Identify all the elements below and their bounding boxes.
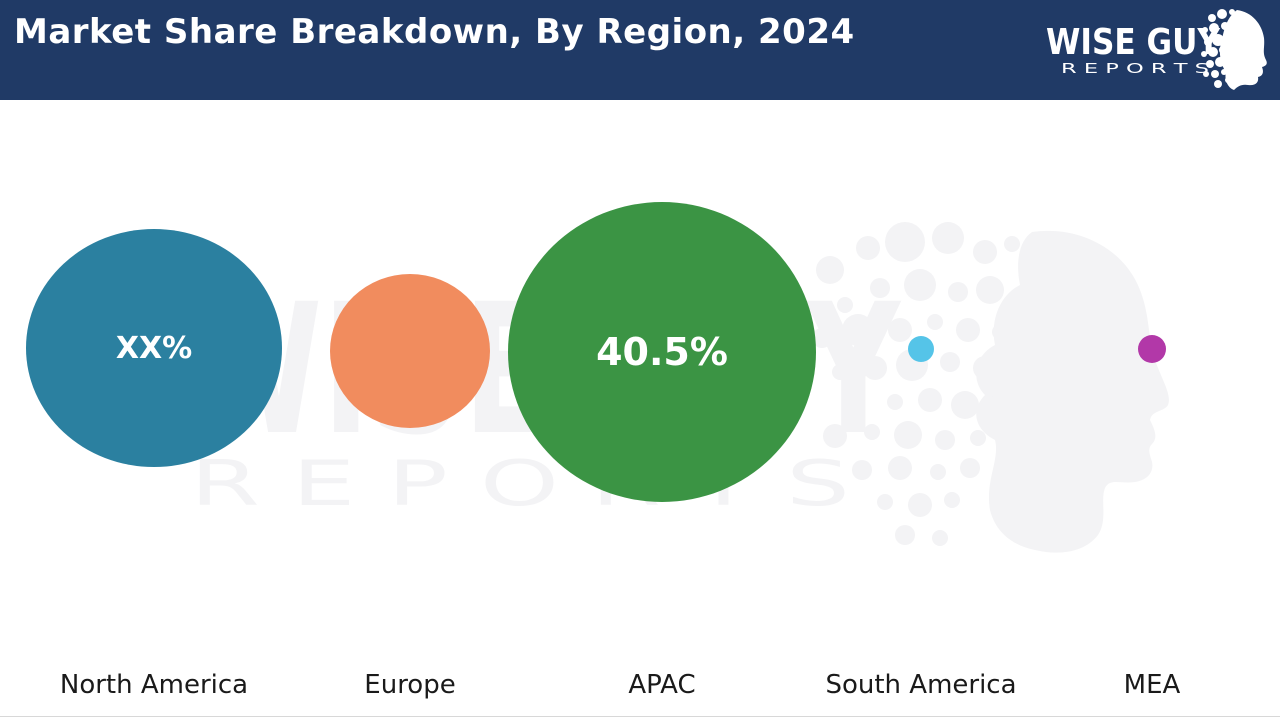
bubble-value-label: XX% xyxy=(115,330,193,366)
bubble-mea xyxy=(1138,335,1166,363)
axis-baseline xyxy=(0,716,1280,717)
category-label-mea: MEA xyxy=(1123,670,1181,700)
bubble-europe xyxy=(330,274,490,428)
page-title: Market Share Breakdown, By Region, 2024 xyxy=(14,12,855,52)
logo-subtext: R E P O R T S xyxy=(1061,62,1209,77)
bubble-value-label: 40.5% xyxy=(596,330,728,374)
category-label-north-america: North America xyxy=(59,670,249,700)
category-label-europe: Europe xyxy=(364,670,456,700)
watermark-head-icon xyxy=(812,222,1169,553)
category-label-apac: APAC xyxy=(628,670,696,700)
header-bar: Market Share Breakdown, By Region, 2024 … xyxy=(0,0,1280,100)
logo-wordmark: WISE GUY xyxy=(1046,22,1221,63)
bubble-south-america xyxy=(908,336,934,362)
wise-guy-logo: WISE GUY R E P O R T S xyxy=(1046,9,1267,90)
bubble-apac: 40.5% xyxy=(508,202,816,502)
logo-head-icon xyxy=(1201,9,1267,90)
bubble-north-america: XX% xyxy=(26,229,282,467)
category-label-south-america: South America xyxy=(825,670,1017,700)
